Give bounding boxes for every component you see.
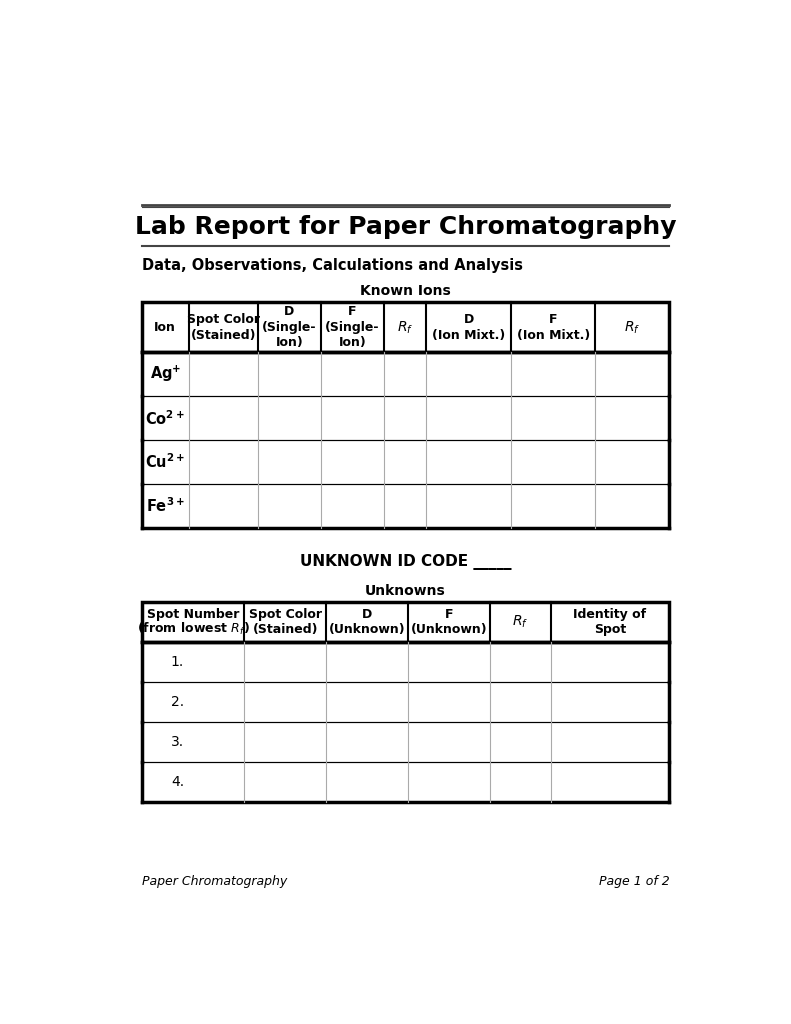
Text: (from lowest $\it{R_f}$): (from lowest $\it{R_f}$) bbox=[137, 621, 249, 637]
Text: $\mathbf{Cu^{2+}}$: $\mathbf{Cu^{2+}}$ bbox=[146, 453, 185, 471]
Text: UNKNOWN ID CODE _____: UNKNOWN ID CODE _____ bbox=[300, 554, 511, 569]
Text: Spot Color
(Stained): Spot Color (Stained) bbox=[249, 607, 322, 636]
Text: Spot Color
(Stained): Spot Color (Stained) bbox=[187, 313, 259, 342]
Text: F
(Ion Mixt.): F (Ion Mixt.) bbox=[517, 313, 590, 342]
Text: Spot Number: Spot Number bbox=[147, 608, 239, 622]
Text: Data, Observations, Calculations and Analysis: Data, Observations, Calculations and Ana… bbox=[142, 258, 523, 272]
Text: Lab Report for Paper Chromatography: Lab Report for Paper Chromatography bbox=[134, 215, 676, 239]
Text: $\it{R_f}$: $\it{R_f}$ bbox=[512, 613, 528, 630]
Text: 4.: 4. bbox=[171, 775, 184, 790]
Text: 3.: 3. bbox=[171, 735, 184, 749]
Text: D
(Single-
Ion): D (Single- Ion) bbox=[262, 305, 316, 349]
Text: F
(Unknown): F (Unknown) bbox=[411, 607, 487, 636]
Bar bbox=[142, 302, 669, 352]
Text: Unknowns: Unknowns bbox=[365, 584, 446, 598]
Text: Known Ions: Known Ions bbox=[360, 284, 451, 298]
Text: Paper Chromatography: Paper Chromatography bbox=[142, 874, 287, 888]
Text: 2.: 2. bbox=[171, 695, 184, 709]
Text: Identity of
Spot: Identity of Spot bbox=[573, 607, 646, 636]
Text: $\mathbf{Ag^{+}}$: $\mathbf{Ag^{+}}$ bbox=[149, 365, 181, 384]
Text: $\mathbf{Fe^{3+}}$: $\mathbf{Fe^{3+}}$ bbox=[146, 497, 184, 515]
Text: F
(Single-
Ion): F (Single- Ion) bbox=[325, 305, 380, 349]
Bar bbox=[142, 602, 669, 642]
Text: Ion: Ion bbox=[154, 321, 176, 334]
Text: 1.: 1. bbox=[171, 655, 184, 669]
Text: D
(Ion Mixt.): D (Ion Mixt.) bbox=[432, 313, 505, 342]
Text: Page 1 of 2: Page 1 of 2 bbox=[599, 874, 669, 888]
Text: $\it{R_f}$: $\it{R_f}$ bbox=[624, 319, 641, 336]
Text: $\it{R_f}$: $\it{R_f}$ bbox=[397, 319, 414, 336]
Text: $\mathbf{Co^{2+}}$: $\mathbf{Co^{2+}}$ bbox=[146, 409, 185, 428]
Text: D
(Unknown): D (Unknown) bbox=[329, 607, 406, 636]
